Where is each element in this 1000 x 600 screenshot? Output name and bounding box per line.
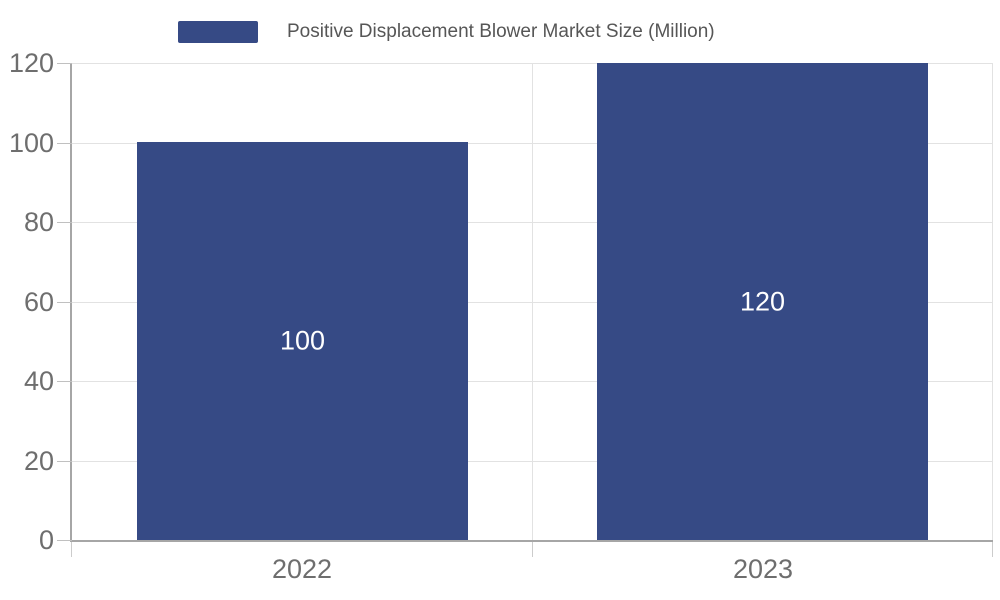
- bar-value-label: 120: [739, 286, 786, 316]
- y-tick-mark: [57, 381, 72, 382]
- y-tick-label: 20: [23, 446, 54, 476]
- y-tick-mark: [57, 143, 72, 144]
- x-tick-mark: [71, 542, 72, 557]
- legend-label: Positive Displacement Blower Market Size…: [287, 21, 715, 42]
- x-category-label: 2023: [732, 554, 794, 584]
- legend-item[interactable]: Positive Displacement Blower Market Size…: [178, 21, 715, 43]
- y-tick-mark: [57, 461, 72, 462]
- x-axis-line: [70, 540, 993, 542]
- bar-value-label: 100: [279, 325, 326, 356]
- bar: 100: [137, 142, 468, 540]
- x-category-label: 2022: [271, 554, 333, 584]
- y-tick-mark: [57, 302, 72, 303]
- x-gridline: [532, 63, 533, 540]
- x-tick-mark: [532, 542, 533, 557]
- plot-area: 100 120: [72, 63, 993, 540]
- y-tick-mark: [57, 540, 72, 541]
- y-tick-label: 120: [8, 48, 54, 78]
- y-tick-label: 60: [23, 287, 54, 317]
- x-tick-mark: [992, 542, 993, 557]
- bar: 120: [597, 63, 928, 540]
- x-gridline: [992, 63, 993, 540]
- legend-swatch: [178, 21, 258, 43]
- y-tick-label: 0: [38, 525, 54, 555]
- y-tick-mark: [57, 63, 72, 64]
- y-tick-label: 100: [8, 128, 54, 158]
- y-tick-label: 80: [23, 207, 54, 237]
- y-tick-label: 40: [23, 366, 54, 396]
- y-tick-mark: [57, 222, 72, 223]
